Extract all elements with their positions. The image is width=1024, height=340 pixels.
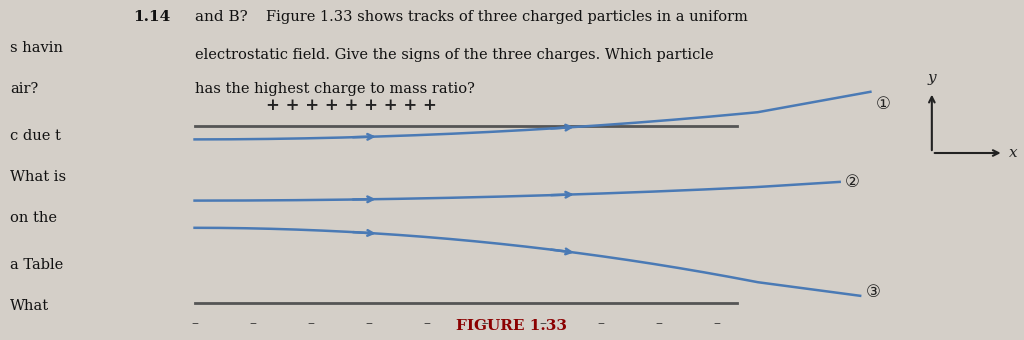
Text: –: –	[714, 316, 720, 330]
Text: –: –	[597, 316, 604, 330]
Text: air?: air?	[10, 82, 39, 96]
Text: –: –	[191, 316, 198, 330]
Text: a Table: a Table	[10, 258, 63, 272]
Text: x: x	[1009, 146, 1017, 160]
Text: has the highest charge to mass ratio?: has the highest charge to mass ratio?	[195, 82, 474, 96]
Text: electrostatic field. Give the signs of the three charges. Which particle: electrostatic field. Give the signs of t…	[195, 48, 713, 62]
Text: ②: ②	[845, 173, 860, 191]
Text: ①: ①	[876, 95, 891, 113]
Text: 1.14: 1.14	[133, 10, 170, 24]
Text: –: –	[481, 316, 488, 330]
Text: –: –	[540, 316, 546, 330]
Text: FIGURE 1.33: FIGURE 1.33	[457, 319, 567, 333]
Text: –: –	[307, 316, 314, 330]
Text: s havin: s havin	[10, 41, 63, 55]
Text: + + + + + + + + +: + + + + + + + + +	[266, 97, 437, 114]
Text: What: What	[10, 299, 49, 313]
Text: What is: What is	[10, 170, 67, 184]
Text: on the: on the	[10, 211, 57, 225]
Text: c due t: c due t	[10, 129, 61, 143]
Text: and B?: and B?	[195, 10, 248, 24]
Text: ③: ③	[865, 284, 881, 301]
Text: –: –	[249, 316, 256, 330]
Text: Figure 1.33 shows tracks of three charged particles in a uniform: Figure 1.33 shows tracks of three charge…	[266, 10, 749, 24]
Text: y: y	[928, 71, 936, 85]
Text: –: –	[366, 316, 372, 330]
Text: –: –	[655, 316, 663, 330]
Text: –: –	[423, 316, 430, 330]
